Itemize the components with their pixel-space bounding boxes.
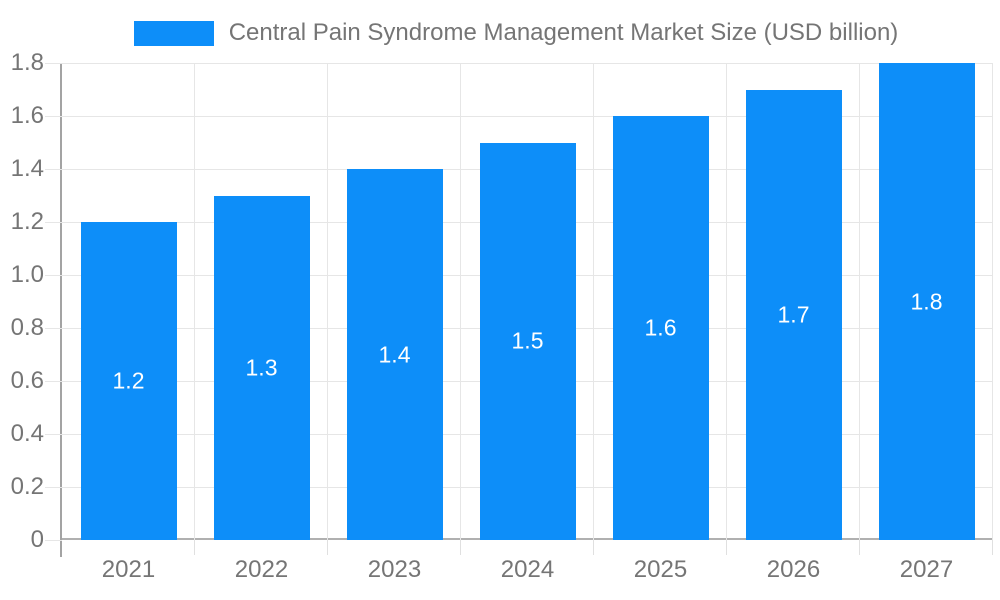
- x-tick-label: 2025: [633, 556, 688, 583]
- bar-value-label: 1.6: [644, 314, 677, 341]
- legend-swatch: [133, 20, 214, 46]
- bar-value-label: 1.4: [378, 341, 411, 367]
- bar: 1.6: [612, 116, 709, 540]
- bar: 1.2: [80, 222, 177, 540]
- y-tick-label: 1.2: [10, 208, 44, 235]
- x-tick-label: 2023: [367, 556, 422, 583]
- x-tick-label: 2026: [766, 556, 821, 583]
- bar-value-label: 1.2: [112, 367, 145, 394]
- x-tick-label: 2022: [234, 556, 289, 583]
- x-axis-tick: [460, 540, 461, 555]
- y-tick-label: 1.6: [10, 102, 44, 129]
- gridline-vertical: [992, 63, 993, 540]
- gridline-vertical: [327, 63, 328, 540]
- y-axis-tick: [45, 275, 62, 276]
- y-tick-label: 0: [30, 526, 44, 553]
- bar-value-label: 1.3: [245, 354, 278, 381]
- gridline-vertical: [460, 63, 461, 540]
- x-tick-label: 2027: [899, 556, 954, 583]
- x-tick-label: 2021: [101, 556, 156, 583]
- bar-value-label: 1.8: [910, 288, 943, 314]
- y-axis-tick: [45, 116, 62, 117]
- y-tick-label: 0.8: [10, 314, 44, 341]
- y-tick-label: 0.2: [10, 473, 44, 500]
- y-tick-label: 0.6: [10, 367, 44, 394]
- legend-label: Central Pain Syndrome Management Market …: [228, 19, 899, 46]
- plot-area: 1.2 1.3 1.4 1.5 1.6 1.7 1.8: [62, 63, 993, 540]
- x-axis-tick: [726, 540, 727, 555]
- gridline-vertical: [726, 63, 727, 540]
- y-axis-tick: [45, 434, 62, 435]
- y-tick-label: 1.8: [10, 49, 44, 76]
- y-axis-tick: [45, 540, 62, 541]
- bar: 1.3: [213, 195, 310, 540]
- y-axis-line: [60, 63, 62, 557]
- x-axis-tick: [194, 540, 195, 555]
- x-tick-label: 2024: [500, 556, 555, 583]
- x-axis-tick: [992, 540, 993, 555]
- y-axis-tick: [45, 487, 62, 488]
- y-axis-tick: [45, 169, 62, 170]
- bar: 1.7: [745, 89, 842, 540]
- bar-value-label: 1.5: [511, 327, 544, 354]
- bar: 1.5: [479, 142, 576, 540]
- gridline-vertical: [593, 63, 594, 540]
- y-axis-tick: [45, 381, 62, 382]
- y-tick-label: 0.4: [10, 420, 44, 447]
- y-axis-tick: [45, 328, 62, 329]
- y-axis-tick: [45, 63, 62, 64]
- chart-legend: Central Pain Syndrome Management Market …: [16, 19, 1000, 47]
- bar: 1.4: [346, 169, 443, 540]
- x-axis-tick: [327, 540, 328, 555]
- gridline-vertical: [859, 63, 860, 540]
- bar-value-label: 1.7: [777, 301, 810, 328]
- y-tick-label: 1.4: [10, 155, 44, 182]
- gridline-vertical: [194, 63, 195, 540]
- x-axis-tick: [593, 540, 594, 555]
- gridline-horizontal: [62, 116, 993, 117]
- y-tick-label: 1.0: [10, 261, 44, 288]
- x-axis-tick: [859, 540, 860, 555]
- bar: 1.8: [878, 63, 975, 540]
- y-axis-tick: [45, 222, 62, 223]
- gridline-horizontal: [62, 63, 993, 64]
